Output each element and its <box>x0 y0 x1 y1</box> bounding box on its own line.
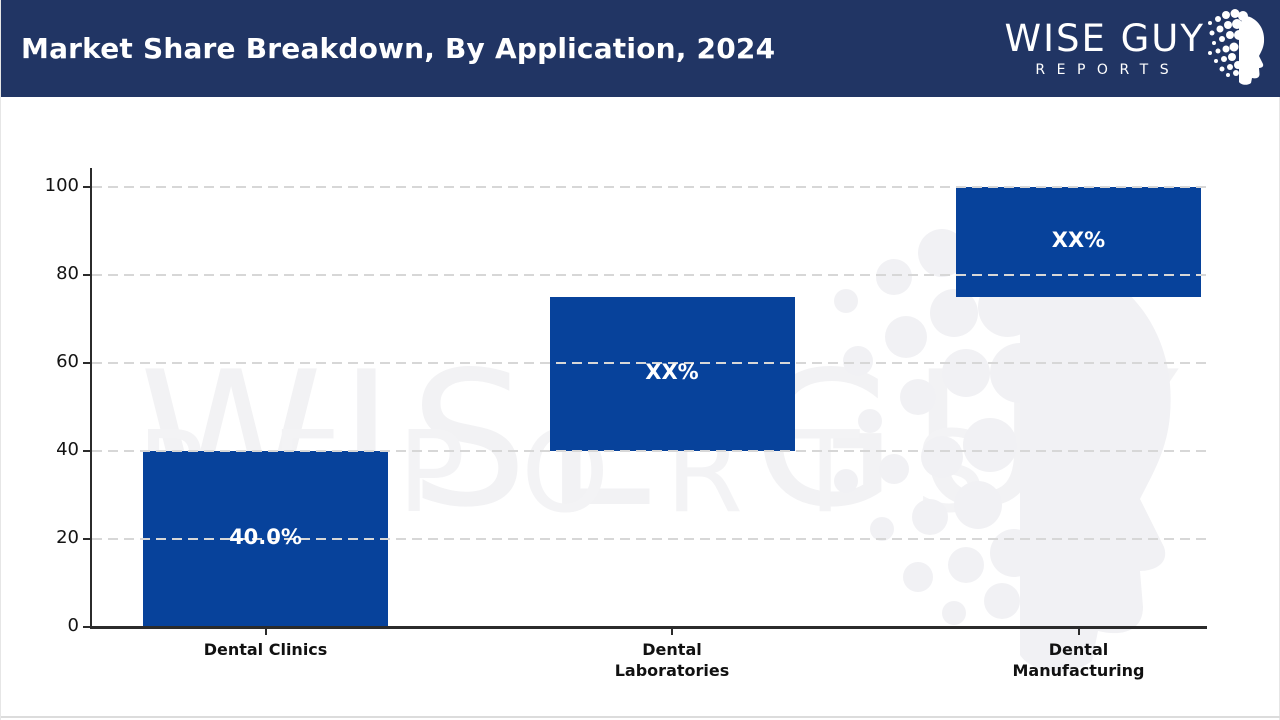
y-tick-mark-0 <box>83 626 91 628</box>
y-tick-mark-40 <box>83 450 91 452</box>
x-tick-mark-1 <box>671 628 673 635</box>
x-tick-mark-0 <box>264 628 267 635</box>
gridline-y-60 <box>92 362 1206 364</box>
y-tick-label-60: 60 <box>56 351 79 372</box>
y-tick-label-0: 0 <box>67 615 79 636</box>
gridline-y-100 <box>92 186 1206 188</box>
gridline-y-20 <box>92 538 1206 540</box>
wiseguy-logo: WISE GUY REPORTS <box>1005 6 1267 92</box>
y-tick-mark-20 <box>83 538 91 540</box>
bar-dental-laboratories <box>549 297 795 451</box>
y-tick-mark-100 <box>83 186 91 188</box>
y-tick-mark-60 <box>83 362 91 364</box>
gridline-y-40 <box>92 450 1206 452</box>
logo-wordmark: WISE GUY <box>1004 17 1205 61</box>
x-category-label: Dental Manufacturing <box>1012 640 1145 681</box>
page-title: Market Share Breakdown, By Application, … <box>21 32 776 65</box>
y-tick-label-100: 100 <box>44 175 79 196</box>
y-tick-label-20: 20 <box>56 527 79 548</box>
y-tick-label-80: 80 <box>56 263 79 284</box>
bar-value-label: XX% <box>1051 228 1106 252</box>
x-category-label: Dental Clinics <box>203 640 328 659</box>
x-category-label: Dental Laboratories <box>614 640 730 681</box>
x-tick-mark-2 <box>1077 628 1080 635</box>
y-tick-label-40: 40 <box>56 439 79 460</box>
gridline-y-80 <box>92 274 1206 276</box>
logo-face-icon <box>1208 9 1265 85</box>
logo-subtitle: REPORTS <box>1035 61 1181 78</box>
bar-value-label: XX% <box>645 360 699 384</box>
header: Market Share Breakdown, By Application, … <box>1 0 1280 97</box>
bottom-divider <box>1 716 1280 718</box>
logo-text: WISE GUY REPORTS <box>1004 17 1205 78</box>
x-axis-line <box>90 626 1207 629</box>
bar-value-label: 40.0% <box>229 525 302 549</box>
y-tick-mark-80 <box>83 274 91 276</box>
y-axis-line <box>90 168 92 628</box>
